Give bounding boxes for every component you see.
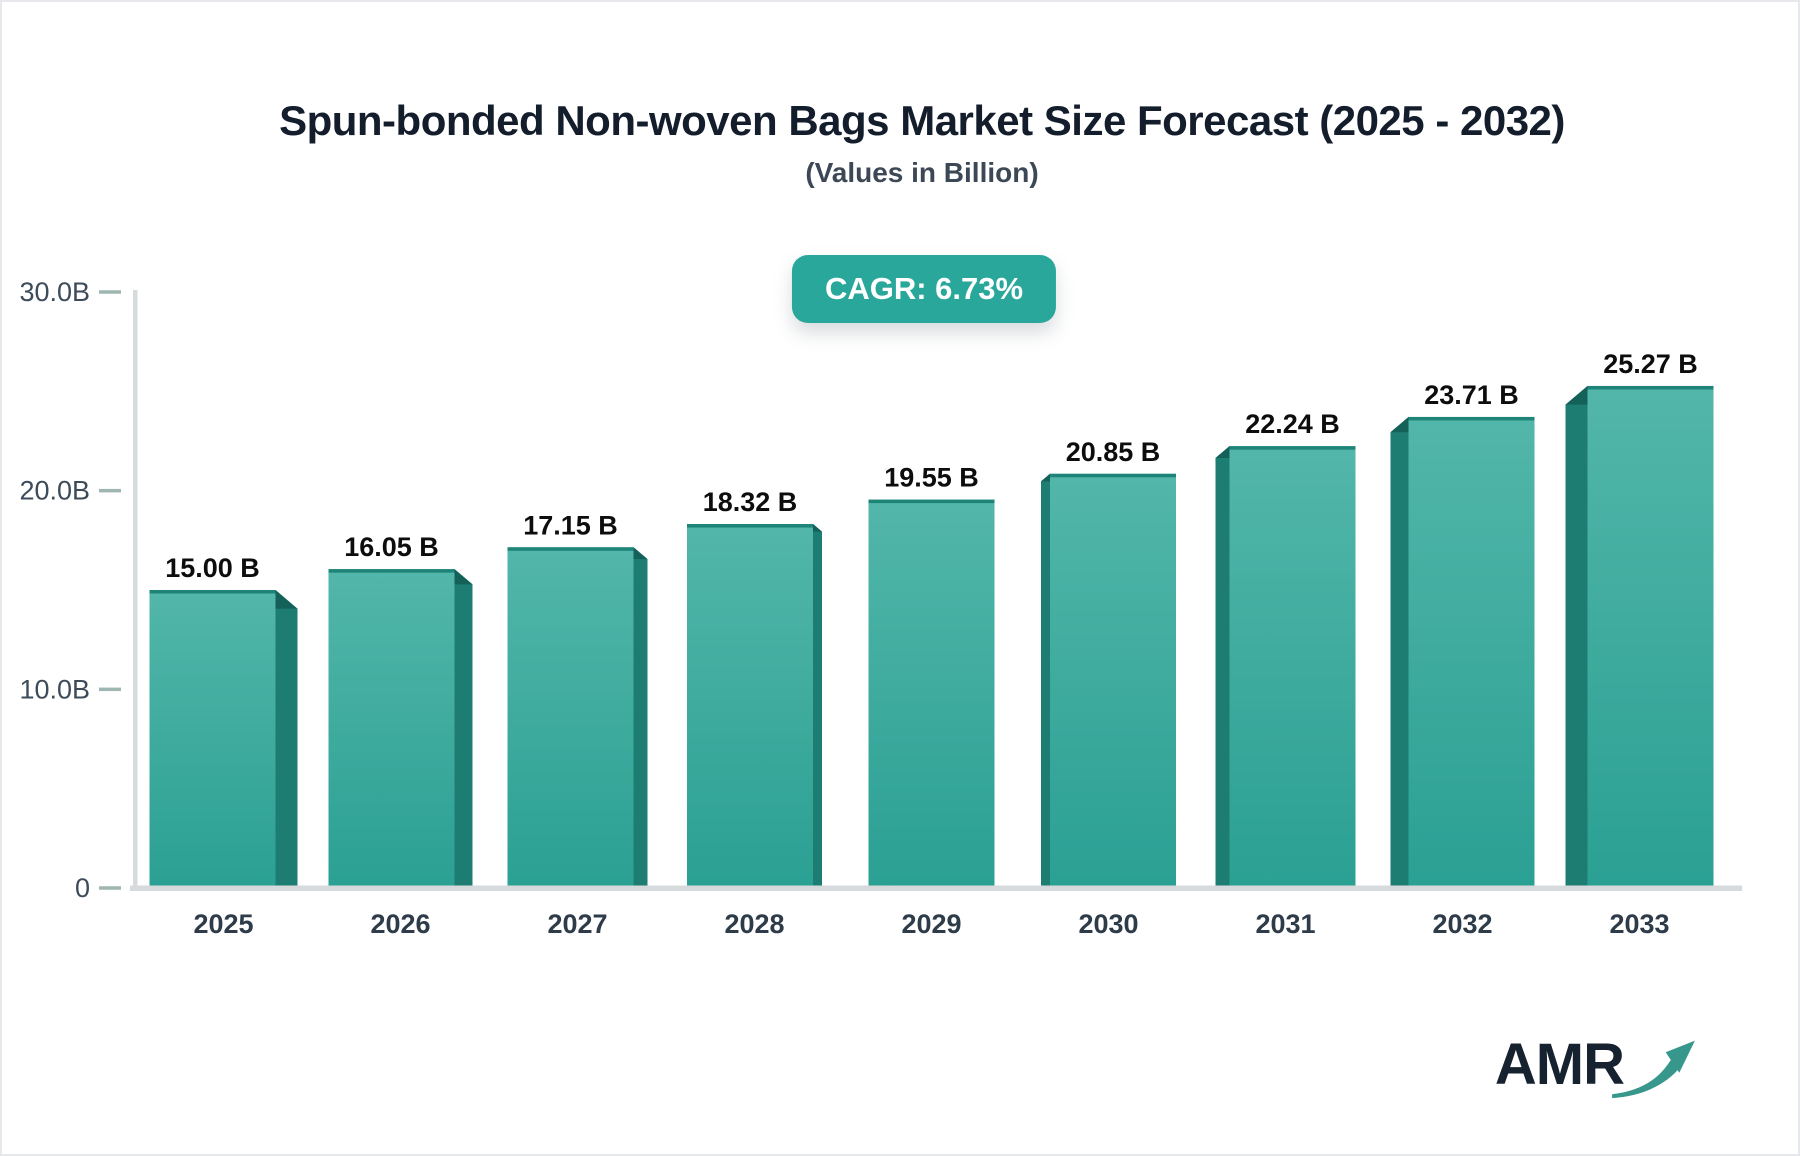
y-tick <box>99 488 121 493</box>
bar-side-face <box>454 569 473 888</box>
bar-value-label: 15.00 B <box>165 553 260 583</box>
x-axis-label: 2032 <box>1432 909 1492 939</box>
x-axis-line <box>130 885 1742 891</box>
bar-value-label: 23.71 B <box>1424 380 1519 410</box>
bar-top-edge <box>1587 385 1714 390</box>
bar-bevel <box>813 524 822 532</box>
bar <box>328 569 455 888</box>
y-axis-label: 30.0B <box>19 277 90 307</box>
bar-side-face <box>1215 446 1230 888</box>
y-axis-label: 0 <box>75 873 90 903</box>
bar-top-edge <box>149 589 276 594</box>
bar-group-2030: 20.85 B 2030 <box>1041 437 1176 939</box>
y-axis-label: 20.0B <box>19 476 90 506</box>
growth-arrow-icon <box>1612 1040 1695 1099</box>
x-axis-label: 2025 <box>193 909 253 939</box>
bar <box>1408 416 1535 888</box>
amr-logo-text: AMR <box>1494 1032 1625 1097</box>
chart-subtitle: (Values in Billion) <box>805 157 1039 188</box>
bar-top-edge <box>687 524 813 528</box>
bar-bevel <box>1390 416 1409 433</box>
bar-top-edge <box>1050 473 1176 478</box>
bar-value-label: 25.27 B <box>1603 349 1698 379</box>
bar-value-label: 19.55 B <box>884 463 979 493</box>
bar-bevel <box>1565 385 1588 405</box>
bar-value-label: 18.32 B <box>703 487 798 517</box>
y-axis-line <box>133 290 138 891</box>
bar-side-face <box>633 547 648 888</box>
y-tick <box>99 290 121 294</box>
bar-bevel <box>454 569 473 585</box>
bar-side-face <box>1390 416 1409 888</box>
x-axis-label: 2027 <box>547 909 607 939</box>
x-axis-label: 2031 <box>1255 909 1315 939</box>
chart-header: Spun-bonded Non-woven Bags Market Size F… <box>2 97 1798 189</box>
bar-side-face <box>275 589 298 888</box>
bar-group-2028: 18.32 B 2028 <box>687 487 822 939</box>
bar-top-edge <box>328 569 455 573</box>
x-axis-label: 2029 <box>901 909 961 939</box>
x-axis-label: 2030 <box>1078 909 1138 939</box>
y-axis-label: 10.0B <box>19 674 90 704</box>
company-logo: AMR <box>1495 1036 1698 1102</box>
bar-bevel <box>275 589 298 609</box>
bar-side-face <box>813 524 822 888</box>
x-axis-label: 2028 <box>724 909 784 939</box>
bar <box>1050 473 1176 888</box>
bar-bevel <box>1041 473 1050 482</box>
bar-group-2033: 25.27 B 2033 <box>1565 349 1714 939</box>
x-axis-label: 2033 <box>1609 909 1669 939</box>
bar-group-2029: 19.55 B 2029 <box>868 463 995 939</box>
bar <box>149 589 276 888</box>
bar <box>1587 385 1714 888</box>
bar <box>1229 446 1356 888</box>
bar-top-edge <box>1408 416 1535 421</box>
bar-value-label: 16.05 B <box>344 532 439 562</box>
bar-bevel <box>633 547 648 560</box>
bar-side-face <box>1565 385 1588 888</box>
bar-group-2027: 17.15 B 2027 <box>507 510 648 939</box>
bar-group-2032: 23.71 B 2032 <box>1390 380 1535 939</box>
bar-top-edge <box>507 547 634 551</box>
y-tick <box>99 687 121 692</box>
bar-group-2026: 16.05 B 2026 <box>328 532 473 939</box>
bar <box>507 547 634 888</box>
bar-side-face <box>1041 473 1050 888</box>
bar-value-label: 20.85 B <box>1066 437 1161 467</box>
cagr-badge: CAGR: 6.73% <box>791 255 1057 323</box>
bar-top-edge <box>1229 446 1356 450</box>
x-axis-label: 2026 <box>370 909 430 939</box>
bar-top-edge <box>868 499 995 504</box>
bar-value-label: 22.24 B <box>1245 409 1340 439</box>
bar-value-label: 17.15 B <box>523 510 618 540</box>
bar <box>868 499 995 888</box>
bar <box>687 524 813 888</box>
y-tick <box>99 886 121 890</box>
bar-bevel <box>1215 446 1230 459</box>
bar-group-2031: 22.24 B 2031 <box>1215 409 1356 939</box>
bar-group-2025: 15.00 B 2025 <box>149 553 298 939</box>
page-title: Spun-bonded Non-woven Bags Market Size F… <box>279 97 1565 144</box>
